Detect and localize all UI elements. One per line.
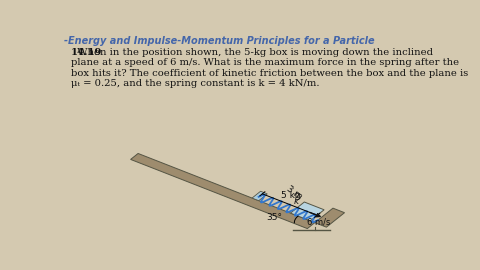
Polygon shape: [131, 153, 315, 229]
Polygon shape: [252, 191, 267, 201]
Text: 35°: 35°: [266, 213, 282, 222]
Text: 5 kg: 5 kg: [281, 191, 300, 200]
Text: 3 m: 3 m: [285, 184, 304, 201]
Text: -Energy and Impulse-Momentum Principles for a Particle: -Energy and Impulse-Momentum Principles …: [64, 36, 374, 46]
Text: k: k: [294, 197, 299, 207]
Polygon shape: [290, 202, 324, 221]
Polygon shape: [315, 208, 345, 227]
Text: 14.19: 14.19: [71, 48, 103, 57]
Text: When in the position shown, the 5-kg box is moving down the inclined
plane at a : When in the position shown, the 5-kg box…: [71, 48, 468, 88]
Text: 6 m/s: 6 m/s: [307, 217, 331, 226]
